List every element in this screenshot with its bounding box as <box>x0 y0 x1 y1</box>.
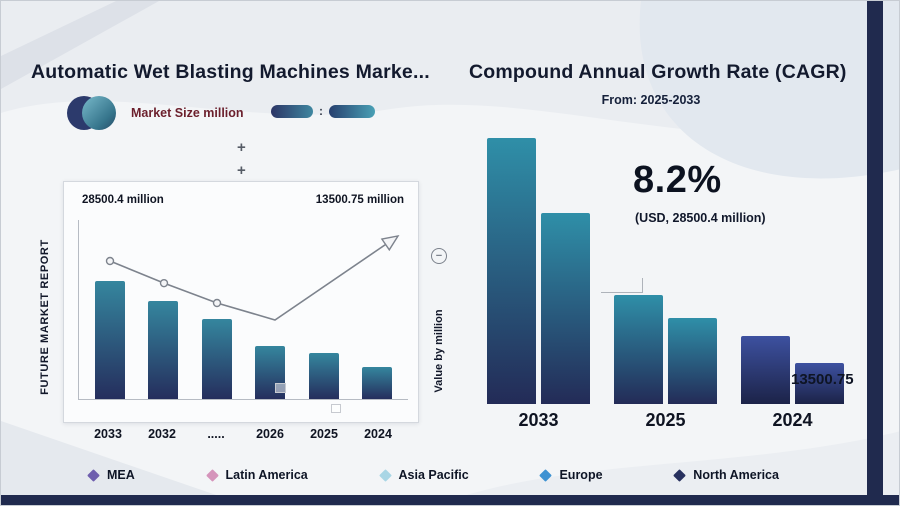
market-bar <box>308 353 339 399</box>
wave-bottom-right <box>436 431 899 505</box>
start-value-annotation: 28500.4 million <box>82 194 164 206</box>
wave-bottom-left <box>1 421 246 505</box>
market-x-axis: 2033 2032..... 2026 2025 2024 <box>77 427 409 441</box>
legend-label: MEA <box>107 468 135 482</box>
right-chart-title: Compound Annual Growth Rate (CAGR) <box>469 61 847 83</box>
right-accent-strip <box>867 1 883 505</box>
market-size-label: Market Size million <box>131 106 244 120</box>
market-bar-slot <box>297 220 351 399</box>
value-by-million-label: Value by million <box>433 309 445 393</box>
placeholder-icon <box>275 383 286 393</box>
market-size-sphere-icon <box>67 95 119 131</box>
market-bar-slot <box>83 220 137 399</box>
market-bar <box>148 301 179 399</box>
market-x-label: 2026 <box>256 427 284 441</box>
cagr-bar <box>614 294 663 404</box>
decorative-pills: : <box>271 104 375 118</box>
cagr-bar-pair <box>487 138 590 404</box>
trend-marker <box>159 278 169 288</box>
market-bar-slot <box>190 220 244 399</box>
end-value-annotation: 13500.75 million <box>315 194 404 206</box>
market-x-label: 2024 <box>364 427 392 441</box>
market-bar-slot <box>137 220 191 399</box>
cagr-chart: 2033 2025 2024 <box>487 138 844 431</box>
future-market-report-label: FUTURE MARKET REPORT <box>39 239 51 395</box>
cagr-group-2033: 2033 <box>487 138 590 431</box>
cagr-bar-pair <box>741 335 844 404</box>
legend-item-north-america: North America <box>673 468 779 482</box>
legend-item-europe: Europe <box>539 468 603 482</box>
cagr-bar <box>487 138 536 404</box>
legend-diamond-icon <box>87 468 100 482</box>
cagr-group-2025: 2025 <box>614 294 717 431</box>
market-bar <box>94 281 125 399</box>
legend-diamond-icon <box>539 468 553 482</box>
cagr-value: 8.2% <box>633 159 722 201</box>
placeholder-icon <box>331 404 341 413</box>
trend-arrow-icon <box>105 235 400 321</box>
minus-circle-icon: − <box>431 248 447 264</box>
market-bar-slot <box>351 220 405 399</box>
region-legend: MEA Latin America Asia Pacific Europe North … <box>87 465 779 485</box>
gradient-pill-icon <box>271 104 313 118</box>
cagr-bar <box>668 318 717 404</box>
market-x-label: ..... <box>207 427 225 441</box>
legend-label: Asia Pacific <box>398 468 469 482</box>
market-bar <box>362 367 393 399</box>
market-x-label: 2032 <box>148 427 176 441</box>
market-x-label: 2033 <box>94 427 122 441</box>
cagr-group-2024: 2024 <box>741 335 844 431</box>
market-size-legend: Market Size million <box>67 95 244 131</box>
cagr-bar <box>541 212 590 404</box>
legend-item-mea: MEA <box>87 468 135 482</box>
wave-top-right <box>639 1 899 179</box>
trend-marker <box>105 256 115 266</box>
market-x-label: 2025 <box>310 427 338 441</box>
cagr-period-subtitle: From: 2025-2033 <box>601 93 701 107</box>
pill-separator: : <box>319 104 323 118</box>
cagr-x-label: 2024 <box>772 410 813 430</box>
cagr-bar <box>741 335 790 404</box>
cagr-x-label: 2025 <box>645 410 686 430</box>
cagr-note: (USD, 28500.4 million) <box>635 211 766 225</box>
cagr-bar <box>795 362 844 404</box>
bracket-decoration <box>601 278 643 293</box>
legend-diamond-icon <box>205 468 219 482</box>
value-2024-annotation: 13500.75 <box>791 371 854 388</box>
trend-marker <box>212 298 222 308</box>
arrow-head-icon <box>380 235 400 252</box>
legend-item-latin-america: Latin America <box>205 468 308 482</box>
legend-label: North America <box>693 468 779 482</box>
market-chart-plot <box>78 220 408 413</box>
cagr-bar-pair <box>614 294 717 404</box>
minus-glyph: − <box>435 249 443 262</box>
bottom-accent-strip <box>1 495 899 505</box>
market-size-chart-panel: 28500.4 million 13500.75 million <box>63 181 419 423</box>
legend-label: Latin America <box>225 468 308 482</box>
legend-diamond-icon <box>378 468 392 482</box>
legend-diamond-icon <box>673 468 687 482</box>
corner-ribbon <box>1 1 159 89</box>
plus-mark: + <box>237 139 246 156</box>
legend-label: Europe <box>559 468 603 482</box>
legend-item-asia-pacific: Asia Pacific <box>378 468 469 482</box>
sphere-front <box>82 96 116 130</box>
trend-line <box>109 243 387 321</box>
plus-mark: + <box>237 162 246 179</box>
market-bar <box>201 319 232 399</box>
gradient-pill-icon <box>329 104 375 118</box>
cagr-x-label: 2033 <box>518 410 559 430</box>
left-chart-title: Automatic Wet Blasting Machines Marke... <box>31 61 430 83</box>
